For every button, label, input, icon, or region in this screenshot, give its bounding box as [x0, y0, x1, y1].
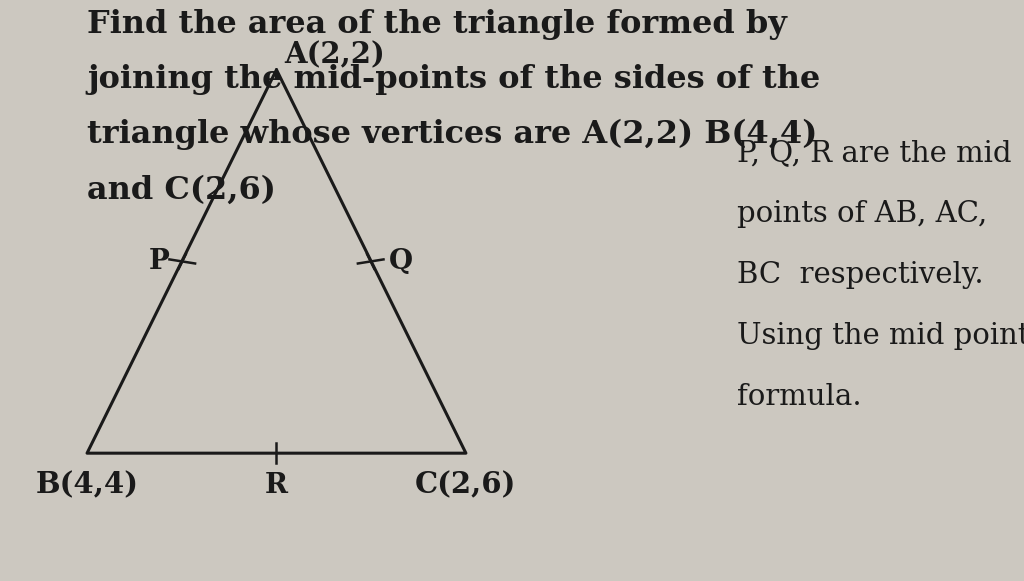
Text: P: P [150, 248, 170, 275]
Text: Q: Q [389, 248, 414, 275]
Text: points of AB, AC,: points of AB, AC, [737, 200, 987, 228]
Text: Using the mid point: Using the mid point [737, 322, 1024, 350]
Text: P, Q, R are the mid: P, Q, R are the mid [737, 139, 1012, 167]
Text: R: R [265, 472, 288, 498]
Text: and C(2,6): and C(2,6) [87, 174, 275, 205]
Text: formula.: formula. [737, 383, 862, 411]
Text: A(2,2): A(2,2) [285, 41, 385, 70]
Text: B(4,4): B(4,4) [36, 471, 138, 500]
Text: joining the mid-points of the sides of the: joining the mid-points of the sides of t… [87, 64, 820, 95]
Text: C(2,6): C(2,6) [416, 471, 516, 500]
Text: Find the area of the triangle formed by: Find the area of the triangle formed by [87, 9, 786, 40]
Text: triangle whose vertices are A(2,2) B(4,4): triangle whose vertices are A(2,2) B(4,4… [87, 119, 817, 150]
Text: BC  respectively.: BC respectively. [737, 261, 984, 289]
